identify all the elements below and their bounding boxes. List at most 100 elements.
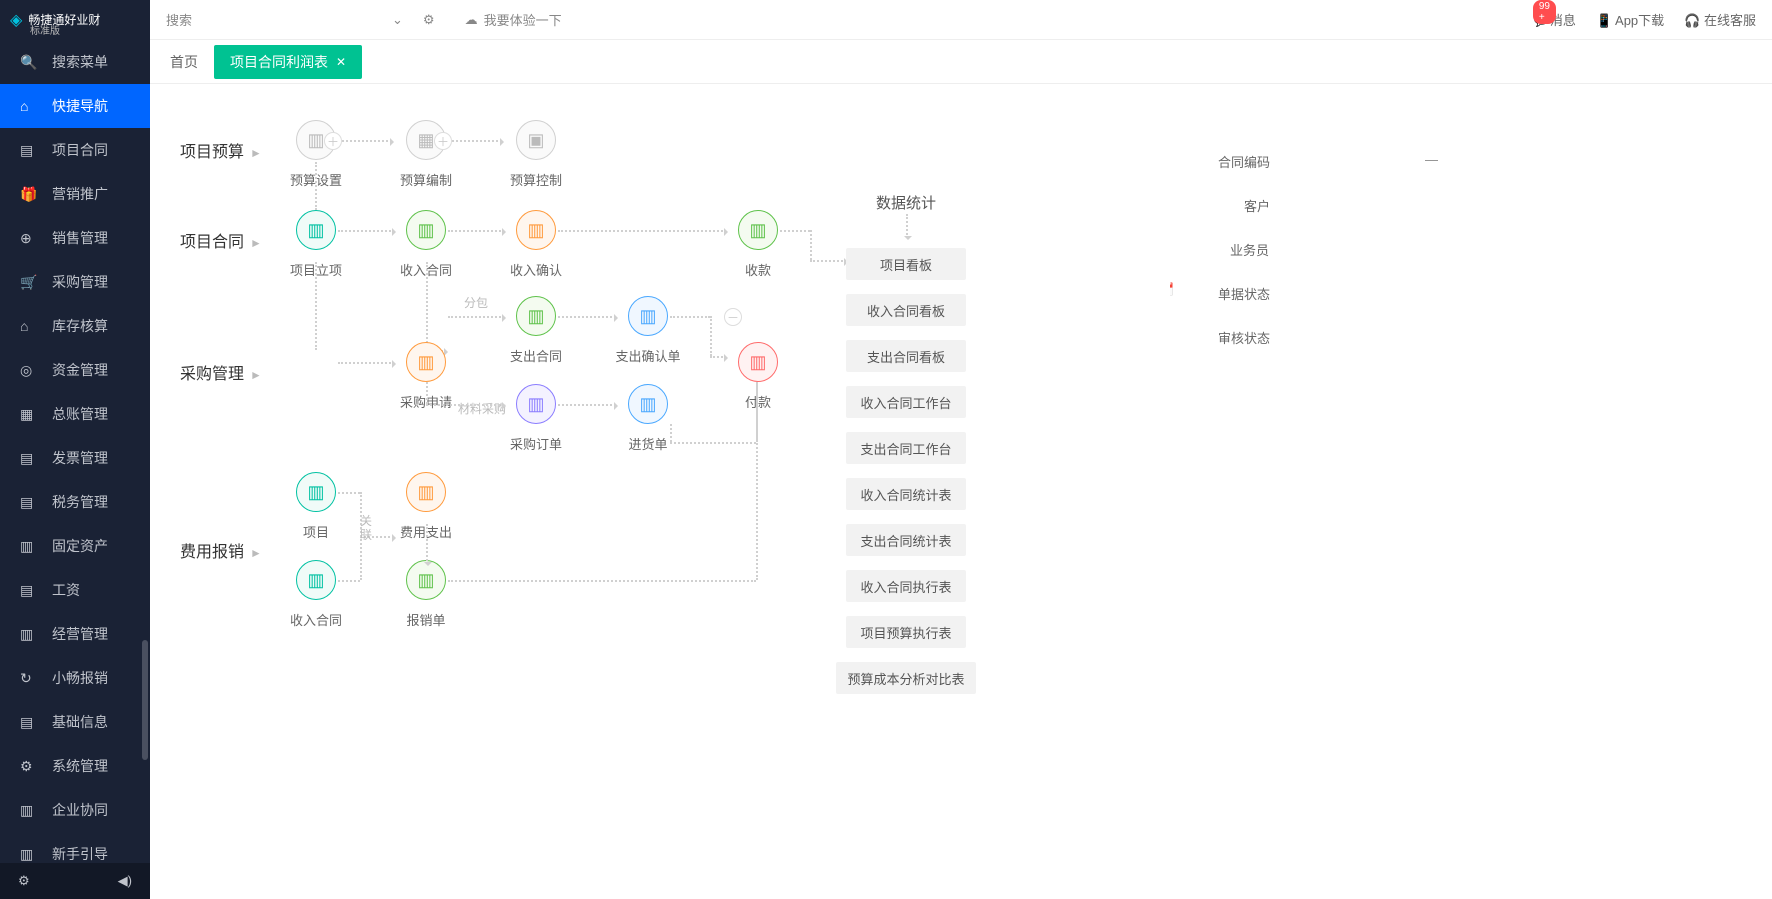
brand-sub: 标准版 xyxy=(30,22,60,37)
doc-icon: ▥ xyxy=(628,296,668,336)
sidebar-item-label: 小畅报销 xyxy=(52,668,108,688)
sidebar-item-1[interactable]: ⌂ 快捷导航 xyxy=(0,84,150,128)
node-reimburse[interactable]: ▥ 报销单 xyxy=(384,560,468,629)
sidebar-item-8[interactable]: ▦ 总账管理 xyxy=(0,392,150,436)
header-right: 💬 消息 99 + 📱 App下载 🎧 在线客服 xyxy=(1534,10,1756,29)
stat-button-0[interactable]: 项目看板 xyxy=(846,248,966,280)
customer-service-button[interactable]: 🎧 在线客服 xyxy=(1684,10,1756,29)
search-icon: 🔍 xyxy=(20,54,40,71)
sidebar-item-label: 库存核算 xyxy=(52,316,108,336)
stat-button-9[interactable]: 预算成本分析对比表 xyxy=(836,662,976,694)
node-payment[interactable]: ▥ 付款 xyxy=(716,342,800,411)
header: ◈ 畅捷通好业财 标准版 搜索 ⌄ ⚙ ☁ 我要体验一下 💬 消息 99 + 📱… xyxy=(0,0,1772,40)
plus-icon[interactable]: ＋ xyxy=(434,132,452,150)
gift-icon: 🎁 xyxy=(20,186,40,203)
reimb-icon: ↻ xyxy=(20,670,40,687)
doc-icon: ▥ xyxy=(516,296,556,336)
edge-material: 材料采购 xyxy=(458,400,506,417)
sidebar-item-12[interactable]: ▤工资 xyxy=(0,568,150,612)
sidebar-item-18[interactable]: ▥新手引导 xyxy=(0,832,150,863)
tab-home[interactable]: 首页 xyxy=(154,45,214,79)
stat-button-4[interactable]: 支出合同工作台 xyxy=(846,432,966,464)
sidebar-item-label: 营销推广 xyxy=(52,184,108,204)
messages-button[interactable]: 💬 消息 99 + xyxy=(1534,10,1576,29)
edge-relation: 关 联 xyxy=(360,514,372,542)
plus-icon[interactable]: ＋ xyxy=(324,132,342,150)
minus-icon[interactable]: － xyxy=(724,308,742,326)
cloud-icon: ☁ xyxy=(465,12,478,28)
sidebar-scrollbar[interactable] xyxy=(142,40,148,863)
header-bar: 搜索 ⌄ ⚙ ☁ 我要体验一下 💬 消息 99 + 📱 App下载 🎧 在线客服 xyxy=(150,10,1772,29)
sidebar-item-9[interactable]: ▤发票管理 xyxy=(0,436,150,480)
sidebar-item-label: 总账管理 xyxy=(52,404,108,424)
stat-button-1[interactable]: 收入合同看板 xyxy=(846,294,966,326)
sidebar-item-11[interactable]: ▥固定资产 xyxy=(0,524,150,568)
stat-button-8[interactable]: 项目预算执行表 xyxy=(846,616,966,648)
sidebar-item-2[interactable]: ▤ 项目合同 xyxy=(0,128,150,172)
stat-button-6[interactable]: 支出合同统计表 xyxy=(846,524,966,556)
node-project[interactable]: ▥ 项目 xyxy=(274,472,358,541)
node-expense-contract[interactable]: ▥ 支出合同 xyxy=(494,296,578,365)
sidebar-item-label: 经营管理 xyxy=(52,624,108,644)
node-budget-compile[interactable]: ▦ 预算编制 xyxy=(384,120,468,189)
sidebar-item-14[interactable]: ↻ 小畅报销 xyxy=(0,656,150,700)
stat-button-2[interactable]: 支出合同看板 xyxy=(846,340,966,372)
doc-icon: ▥ xyxy=(516,210,556,250)
target-icon: ⊕ xyxy=(20,230,40,247)
sidebar-item-5[interactable]: 🛒采购管理 xyxy=(0,260,150,304)
pay-icon: ▥ xyxy=(738,342,778,382)
quick-nav-overlay: 项目预算► 项目合同► 采购管理► 费用报销► ▥ 预算设置 ＋ ▦ 预算编制 … xyxy=(170,84,1170,784)
label-salesman: 业务员 xyxy=(1230,240,1269,259)
close-icon[interactable]: ✕ xyxy=(336,55,346,69)
stat-button-3[interactable]: 收入合同工作台 xyxy=(846,386,966,418)
doc-icon: ▥ xyxy=(516,384,556,424)
node-income-contract-2[interactable]: ▥ 收入合同 xyxy=(274,560,358,629)
home-icon: ⌂ xyxy=(20,98,40,114)
settings-gear-icon[interactable]: ⚙ xyxy=(18,873,30,889)
sidebar-item-3[interactable]: 🎁 营销推广 xyxy=(0,172,150,216)
label-customer: 客户 xyxy=(1244,196,1270,215)
sidebar-item-label: 基础信息 xyxy=(52,712,108,732)
sidebar-item-label: 新手引导 xyxy=(52,844,108,863)
sidebar-item-7[interactable]: ◎资金管理 xyxy=(0,348,150,392)
try-link[interactable]: ☁ 我要体验一下 xyxy=(465,10,562,29)
sidebar-item-10[interactable]: ▤税务管理 xyxy=(0,480,150,524)
sidebar-item-6[interactable]: ⌂库存核算 xyxy=(0,304,150,348)
gear-icon[interactable]: ⚙ xyxy=(423,12,435,28)
node-purchase-order[interactable]: ▥ 采购订单 xyxy=(494,384,578,453)
node-income-confirm[interactable]: ▥ 收入确认 xyxy=(494,210,578,279)
app-label: App下载 xyxy=(1615,13,1664,28)
sidebar-item-label: 快捷导航 xyxy=(52,96,108,116)
sidebar-item-16[interactable]: ⚙系统管理 xyxy=(0,744,150,788)
stat-button-7[interactable]: 收入合同执行表 xyxy=(846,570,966,602)
sidebar-item-label: 搜索菜单 xyxy=(52,52,108,72)
app-download-button[interactable]: 📱 App下载 xyxy=(1596,10,1664,29)
collapse-sidebar-icon[interactable]: ◀) xyxy=(118,873,132,889)
cs-label: 在线客服 xyxy=(1704,13,1756,28)
sidebar-item-label: 销售管理 xyxy=(52,228,108,248)
sidebar-scrollbar-thumb[interactable] xyxy=(142,640,148,760)
doc-icon: ▥ xyxy=(296,210,336,250)
ledger-icon: ▦ xyxy=(20,406,40,423)
sidebar-item-0[interactable]: 🔍 搜索菜单 xyxy=(0,40,150,84)
sidebar-item-17[interactable]: ▥企业协同 xyxy=(0,788,150,832)
node-expense-confirm[interactable]: ▥ 支出确认单 xyxy=(606,296,690,365)
headset-icon: 🎧 xyxy=(1684,13,1700,28)
sidebar-item-13[interactable]: ▥ 经营管理 xyxy=(0,612,150,656)
node-receipt[interactable]: ▥ 收款 xyxy=(716,210,800,279)
tab-active[interactable]: 项目合同利润表 ✕ xyxy=(214,45,362,79)
shield-icon: ▣ xyxy=(516,120,556,160)
node-budget-control[interactable]: ▣ 预算控制 xyxy=(494,120,578,189)
sidebar-item-label: 项目合同 xyxy=(52,140,108,160)
sidebar-item-label: 系统管理 xyxy=(52,756,108,776)
wallet-icon: ▥ xyxy=(738,210,778,250)
chevron-down-icon[interactable]: ⌄ xyxy=(392,12,403,28)
salary-icon: ▤ xyxy=(20,582,40,599)
mgmt-icon: ▥ xyxy=(20,626,40,643)
sidebar-item-4[interactable]: ⊕ 销售管理 xyxy=(0,216,150,260)
doc-icon: ▤ xyxy=(20,142,40,159)
sidebar-item-15[interactable]: ▤基础信息 xyxy=(0,700,150,744)
doc-icon: ▥ xyxy=(406,472,446,512)
top-search-label[interactable]: 搜索 xyxy=(166,10,192,29)
stat-button-5[interactable]: 收入合同统计表 xyxy=(846,478,966,510)
